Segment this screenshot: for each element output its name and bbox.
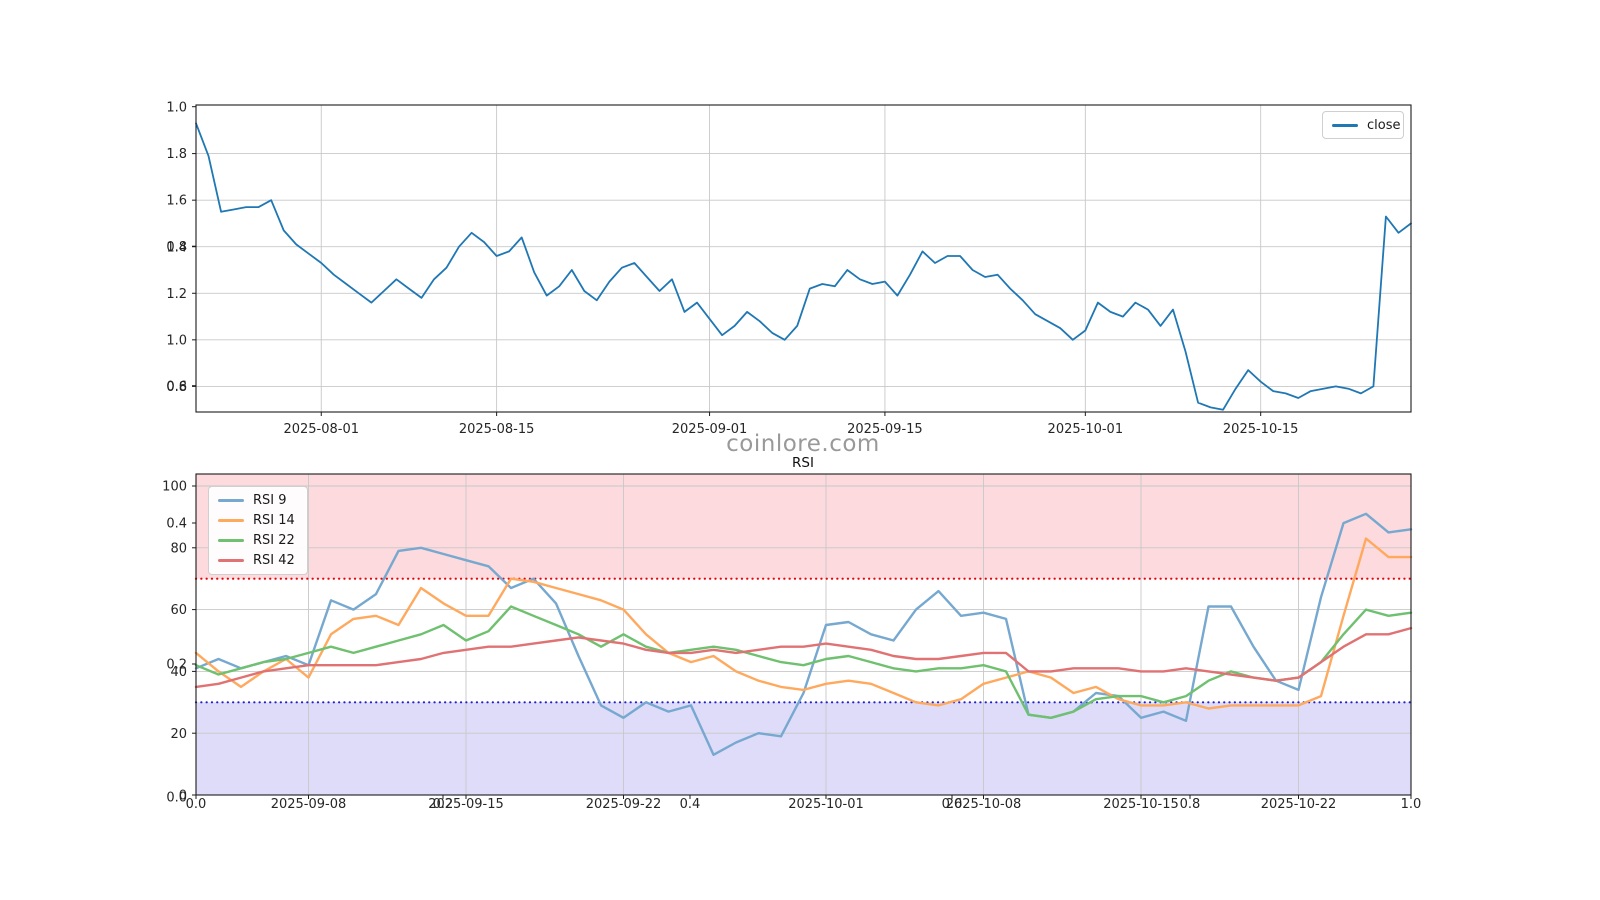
series-line xyxy=(195,122,1412,411)
x-tick-label-secondary: 0.0 xyxy=(186,797,207,812)
legend-item-rsi14: RSI 14 xyxy=(218,513,295,528)
price-chart-frame xyxy=(195,104,1412,413)
series-line xyxy=(194,537,1413,710)
y-tick-label: 1.8 xyxy=(166,147,187,162)
y-tick-label: 1.4 xyxy=(166,240,187,255)
rsi14-line-swatch xyxy=(218,519,244,522)
x-tick-label: 2025-09-08 xyxy=(271,797,347,812)
legend-item-rsi42: RSI 42 xyxy=(218,553,295,568)
y-tick-label-secondary: 0.4 xyxy=(166,517,187,532)
rsi22-line-swatch xyxy=(218,539,244,542)
legend-label-rsi9: RSI 9 xyxy=(253,493,287,508)
series-line xyxy=(194,626,1413,689)
series-line xyxy=(194,512,1413,756)
legend-label-close: close xyxy=(1367,117,1401,133)
price-chart-grid xyxy=(196,105,1411,412)
x-tick-label: 2025-10-15 xyxy=(1103,797,1179,812)
y-tick-label-secondary: 0.8 xyxy=(166,240,187,255)
y-tick-label: 60 xyxy=(170,603,187,618)
legend-item-rsi9: RSI 9 xyxy=(218,493,295,508)
rsi-ticks xyxy=(192,485,1412,799)
x-tick-label: 2025-10-01 xyxy=(788,797,864,812)
legend-label-rsi22: RSI 22 xyxy=(253,533,295,548)
y-tick-label: 0 xyxy=(179,789,187,804)
price-chart-labels: 2025-08-01 2025-08-15 2025-09-01 2025-09-15… xyxy=(166,100,1298,437)
rsi-threshold-lines xyxy=(194,577,1413,704)
y-tick-label-secondary: 0.2 xyxy=(166,658,187,673)
y-tick-label: 80 xyxy=(170,541,187,556)
y-tick-label: 1.0 xyxy=(166,333,187,348)
rsi-frame xyxy=(195,473,1412,796)
legend-label-rsi42: RSI 42 xyxy=(253,553,295,568)
legend-rsi: RSI 9 RSI 14 RSI 22 RSI 42 xyxy=(208,486,308,575)
x-tick-label: 2025-08-01 xyxy=(283,422,359,437)
overbought-band xyxy=(196,474,1411,579)
x-tick-label-secondary: 0.2 xyxy=(433,797,454,812)
legend-item-rsi22: RSI 22 xyxy=(218,533,295,548)
rsi42-line-swatch xyxy=(218,559,244,562)
watermark: coinlore.com xyxy=(726,431,880,457)
rsi-series xyxy=(194,512,1413,756)
price-chart-series xyxy=(195,122,1412,411)
x-tick-label: 2025-08-15 xyxy=(459,422,535,437)
y-tick-label-secondary: 1.0 xyxy=(166,100,187,115)
y-tick-label: 1.2 xyxy=(166,287,187,302)
y-tick-label: 100 xyxy=(162,480,187,495)
close-line-swatch xyxy=(1332,123,1358,127)
x-tick-label: 2025-10-01 xyxy=(1048,422,1124,437)
x-tick-label-secondary: 0.6 xyxy=(942,797,963,812)
y-tick-label-secondary: 0.0 xyxy=(166,791,187,806)
rsi-chart-title: RSI xyxy=(792,455,814,471)
x-tick-label-secondary: 1.0 xyxy=(1401,797,1422,812)
x-tick-label: 2025-10-22 xyxy=(1261,797,1337,812)
y-tick-label-secondary: 0.6 xyxy=(166,379,187,394)
x-tick-label: 2025-10-15 xyxy=(1223,422,1299,437)
y-tick-label: 1.6 xyxy=(166,194,187,209)
legend-close: close xyxy=(1322,111,1404,139)
price-chart-ticks xyxy=(192,106,1262,416)
x-tick-label: 2025-09-15 xyxy=(847,422,923,437)
x-tick-label: 2025-10-08 xyxy=(946,797,1022,812)
y-tick-label: 0.8 xyxy=(166,380,187,395)
x-tick-label-secondary: 0.4 xyxy=(680,797,701,812)
oversold-band xyxy=(196,702,1411,795)
rsi-bands xyxy=(196,474,1411,795)
x-tick-label-secondary: 0.8 xyxy=(1180,797,1201,812)
x-tick-label: 2025-09-01 xyxy=(672,422,748,437)
x-tick-label: 2025-09-22 xyxy=(586,797,662,812)
y-tick-label: 20 xyxy=(170,727,187,742)
y-tick-label: 40 xyxy=(170,665,187,680)
rsi9-line-swatch xyxy=(218,499,244,502)
rsi-labels: 2025-09-08 2025-09-15 2025-09-22 2025-10-01… xyxy=(162,480,1421,812)
x-tick-label: 2025-09-15 xyxy=(428,797,504,812)
legend-label-rsi14: RSI 14 xyxy=(253,513,295,528)
series-line xyxy=(194,605,1413,719)
